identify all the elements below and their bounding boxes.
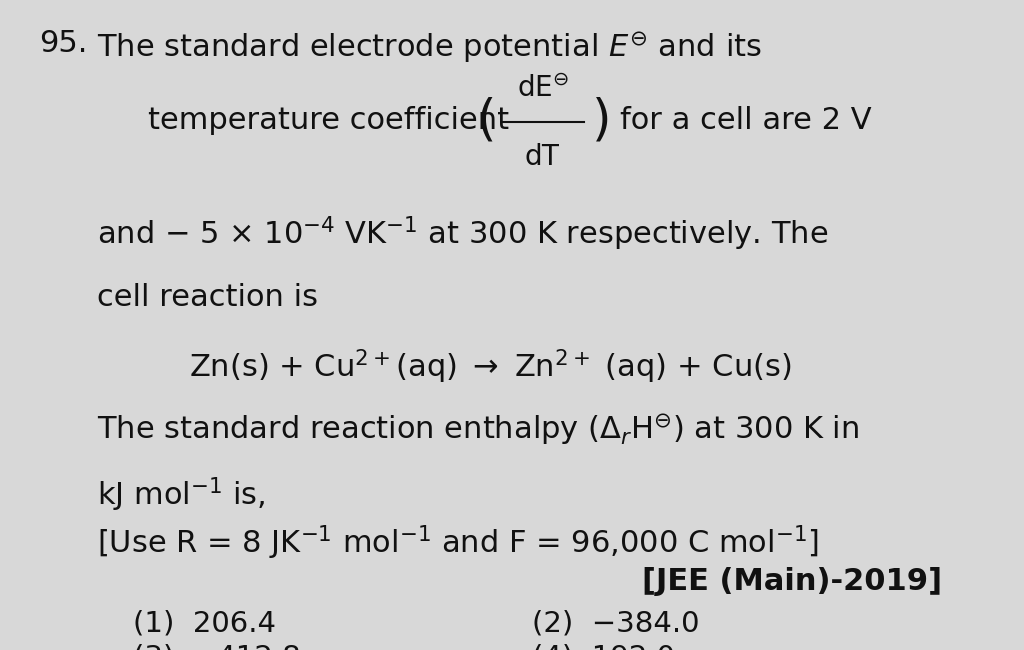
Text: and $-$ 5 $\times$ 10$^{-4}$ VK$^{-1}$ at 300 K respectively. The: and $-$ 5 $\times$ 10$^{-4}$ VK$^{-1}$ a… — [97, 214, 828, 253]
Text: The standard reaction enthalpy ($\Delta_r$H$^{\ominus}$) at 300 K in: The standard reaction enthalpy ($\Delta_… — [97, 411, 859, 447]
Text: ): ) — [592, 96, 612, 144]
Text: cell reaction is: cell reaction is — [97, 283, 318, 312]
Text: [Use R = 8 JK$^{-1}$ mol$^{-1}$ and F = 96,000 C mol$^{-1}$]: [Use R = 8 JK$^{-1}$ mol$^{-1}$ and F = … — [97, 523, 819, 562]
Text: 95.: 95. — [39, 29, 87, 58]
Text: (: ( — [477, 96, 496, 144]
Text: $\mathrm{dT}$: $\mathrm{dT}$ — [524, 143, 561, 171]
Text: kJ mol$^{-1}$ is,: kJ mol$^{-1}$ is, — [97, 476, 266, 514]
Text: $\mathrm{dE}^{\ominus}$: $\mathrm{dE}^{\ominus}$ — [517, 75, 568, 103]
Text: (4)  192.0: (4) 192.0 — [532, 644, 676, 650]
Text: Zn(s) + Cu$^{2+}$(aq) $\rightarrow$ Zn$^{2+}$ (aq) + Cu(s): Zn(s) + Cu$^{2+}$(aq) $\rightarrow$ Zn$^… — [189, 348, 792, 386]
Text: temperature coefficient: temperature coefficient — [148, 106, 510, 135]
Text: [JEE (Main)-2019]: [JEE (Main)-2019] — [642, 567, 942, 596]
Text: for a cell are 2 V: for a cell are 2 V — [620, 106, 871, 135]
Text: (1)  206.4: (1) 206.4 — [133, 610, 276, 638]
Text: The standard electrode potential $E^{\ominus}$ and its: The standard electrode potential $E^{\om… — [97, 29, 762, 65]
Text: (3)  −412.8: (3) −412.8 — [133, 644, 301, 650]
Text: (2)  −384.0: (2) −384.0 — [532, 610, 700, 638]
